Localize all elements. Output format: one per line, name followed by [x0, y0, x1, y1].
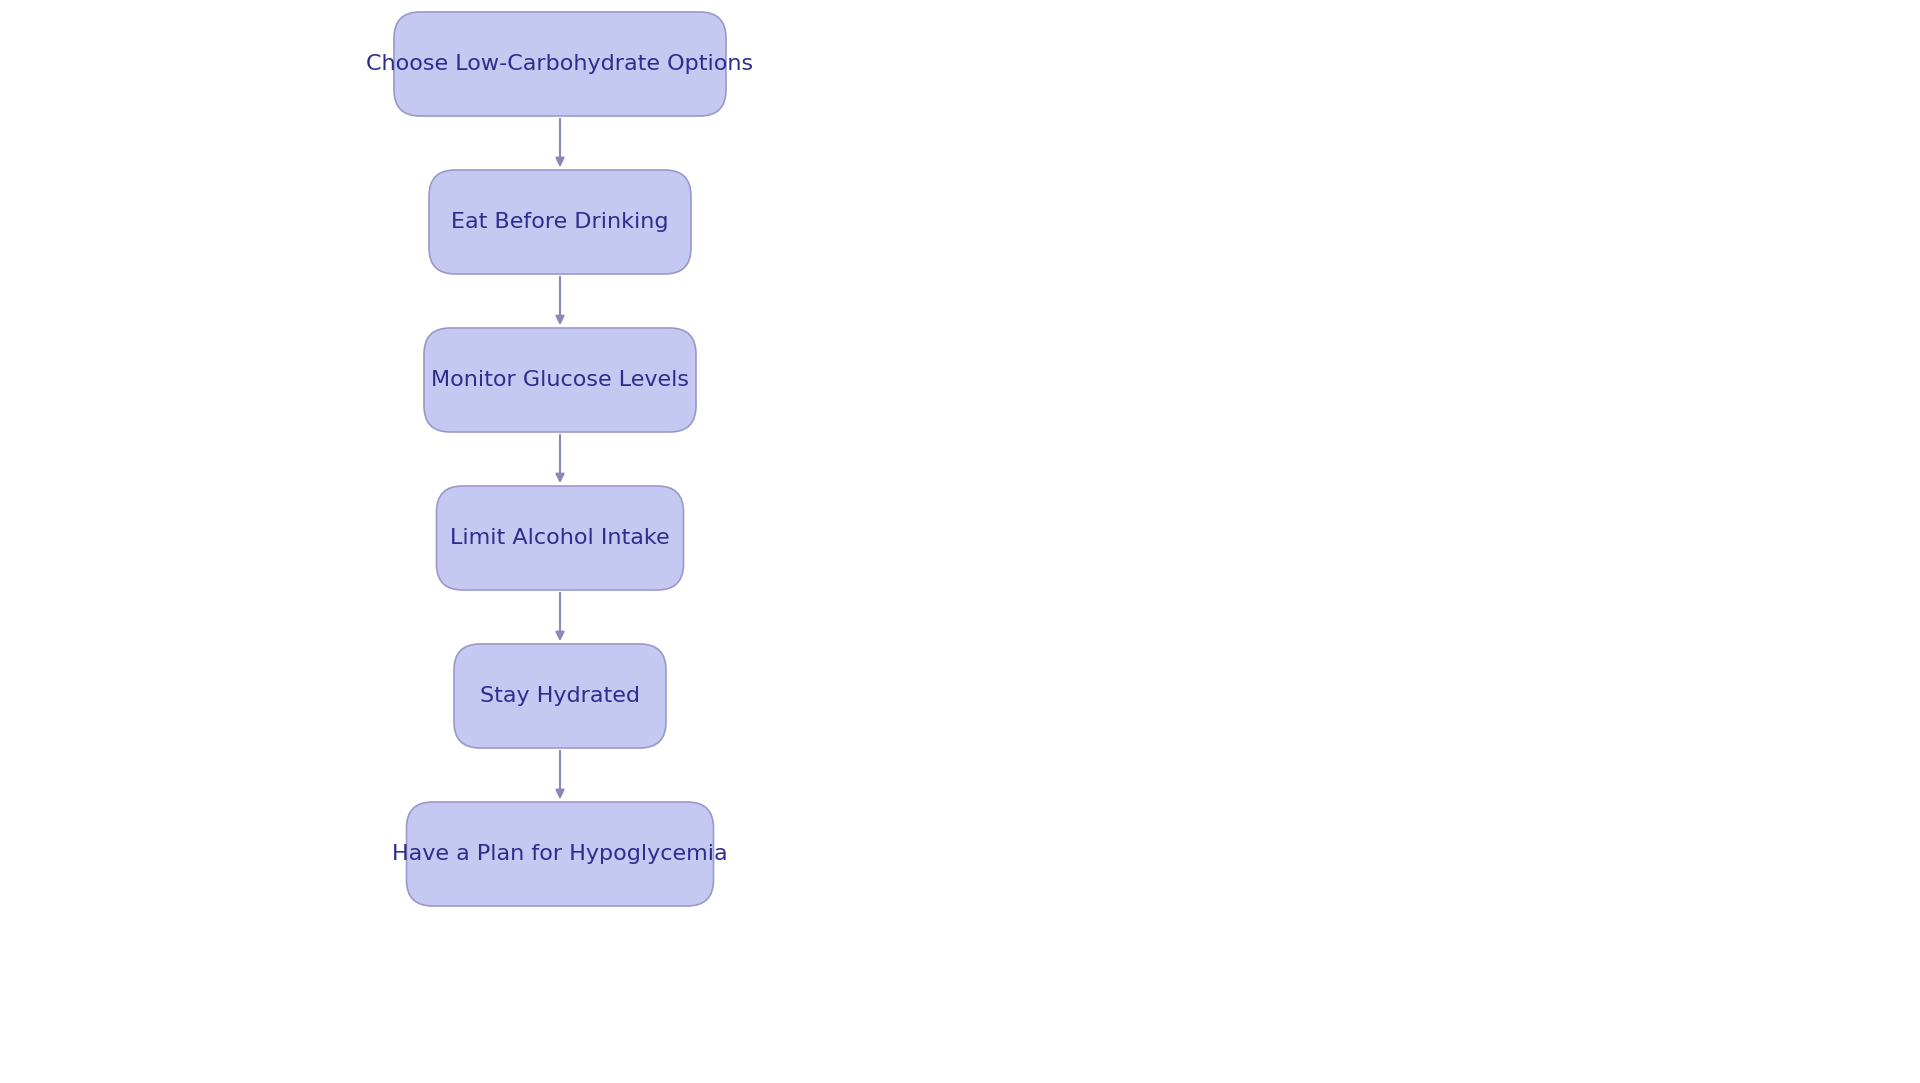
Text: Limit Alcohol Intake: Limit Alcohol Intake [449, 529, 670, 548]
FancyBboxPatch shape [436, 486, 684, 590]
FancyBboxPatch shape [407, 803, 714, 906]
FancyBboxPatch shape [394, 12, 726, 116]
FancyBboxPatch shape [424, 328, 695, 432]
Text: Have a Plan for Hypoglycemia: Have a Plan for Hypoglycemia [392, 844, 728, 864]
FancyBboxPatch shape [428, 170, 691, 274]
FancyBboxPatch shape [453, 644, 666, 748]
Text: Eat Before Drinking: Eat Before Drinking [451, 212, 668, 232]
Text: Choose Low-Carbohydrate Options: Choose Low-Carbohydrate Options [367, 54, 753, 74]
Text: Stay Hydrated: Stay Hydrated [480, 686, 639, 706]
Text: Monitor Glucose Levels: Monitor Glucose Levels [430, 370, 689, 390]
